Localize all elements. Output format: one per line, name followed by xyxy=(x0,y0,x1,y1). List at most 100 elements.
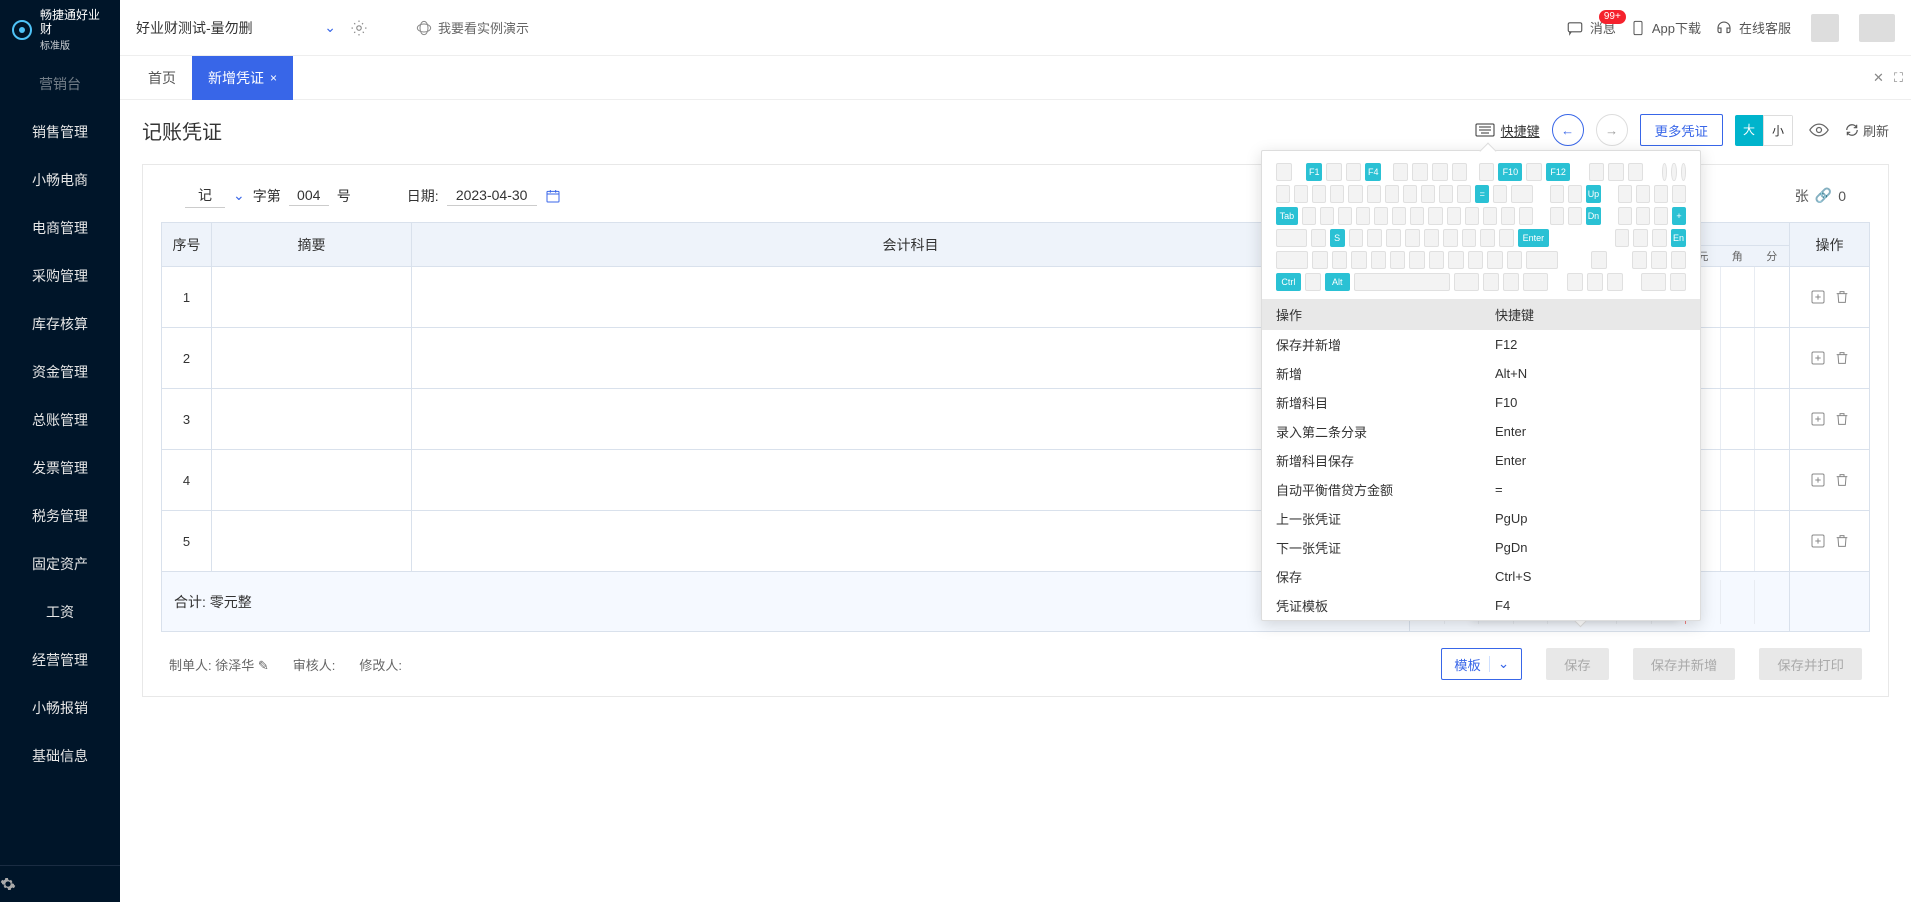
tab-active[interactable]: 新增凭证 × xyxy=(192,56,293,100)
support-button[interactable]: 在线客服 xyxy=(1715,18,1791,37)
chevron-down-icon: ⌄ xyxy=(324,19,336,36)
sidebar-settings-button[interactable] xyxy=(0,865,120,902)
summary-cell[interactable] xyxy=(212,450,412,511)
sidebar-item[interactable]: 固定资产 xyxy=(0,540,120,588)
user-extra[interactable] xyxy=(1859,14,1895,42)
add-row-icon[interactable] xyxy=(1810,411,1826,427)
delete-row-icon[interactable] xyxy=(1834,289,1850,305)
hotkey-label: 快捷键 xyxy=(1501,121,1540,140)
pop-col-key: 快捷键 xyxy=(1481,299,1700,330)
page-title: 记账凭证 xyxy=(142,116,1463,145)
sidebar-item[interactable]: 资金管理 xyxy=(0,348,120,396)
view-icon[interactable] xyxy=(1805,119,1833,141)
add-row-icon[interactable] xyxy=(1810,472,1826,488)
page-header: 记账凭证 快捷键 ← → 更多凭证 大 小 刷新 xyxy=(120,100,1911,156)
hotkey-key: = xyxy=(1481,475,1700,504)
hotkey-button[interactable]: 快捷键 xyxy=(1475,121,1540,140)
hotkey-popover: F1F4 F10F12 = Up Tab Dn + SEnt xyxy=(1261,150,1701,621)
user-avatar[interactable] xyxy=(1811,14,1839,42)
chevron-down-icon[interactable]: ⌄ xyxy=(233,187,245,204)
account-cell[interactable] xyxy=(412,267,1410,328)
tenant-select[interactable]: 好业财测试-量勿删 ⌄ xyxy=(136,18,336,38)
messages-badge: 99+ xyxy=(1599,10,1626,24)
app-download-button[interactable]: App下载 xyxy=(1630,18,1701,37)
hotkey-table: 操作 快捷键 保存并新增F12新增Alt+N新增科目F10录入第二条分录Ente… xyxy=(1262,299,1700,620)
sidebar-item-partial[interactable]: 营销台 xyxy=(0,60,120,108)
tab-home[interactable]: 首页 xyxy=(132,56,192,100)
sidebar-item[interactable]: 税务管理 xyxy=(0,492,120,540)
hotkey-key: Alt+N xyxy=(1481,359,1700,388)
refresh-button[interactable]: 刷新 xyxy=(1845,121,1889,140)
voucher-type[interactable]: 记 xyxy=(185,183,225,208)
summary-cell[interactable] xyxy=(212,511,412,572)
settings-icon[interactable] xyxy=(350,19,368,37)
hotkey-op: 凭证模板 xyxy=(1262,591,1481,620)
summary-cell[interactable] xyxy=(212,389,412,450)
summary-cell[interactable] xyxy=(212,267,412,328)
messages-button[interactable]: 消息 99+ xyxy=(1566,18,1616,37)
chevron-down-icon: ⌄ xyxy=(1489,656,1509,672)
brand-name: 畅捷通好业财 xyxy=(40,8,110,37)
more-vouchers-button[interactable]: 更多凭证 xyxy=(1640,114,1723,146)
prev-voucher-button[interactable]: ← xyxy=(1552,114,1584,146)
hotkey-key: F4 xyxy=(1481,591,1700,620)
account-cell[interactable] xyxy=(412,511,1410,572)
sidebar-item[interactable]: 小畅报销 xyxy=(0,684,120,732)
col-account: 会计科目 xyxy=(412,223,1410,267)
sidebar-item[interactable]: 发票管理 xyxy=(0,444,120,492)
hotkey-key: PgUp xyxy=(1481,504,1700,533)
sidebar: 畅捷通好业财 标准版 营销台 销售管理 小畅电商 电商管理 采购管理 库存核算 … xyxy=(0,0,120,902)
sidebar-item[interactable]: 总账管理 xyxy=(0,396,120,444)
voucher-suffix: 号 xyxy=(337,186,351,206)
sidebar-menu: 营销台 销售管理 小畅电商 电商管理 采购管理 库存核算 资金管理 总账管理 发… xyxy=(0,60,120,865)
sidebar-item[interactable]: 库存核算 xyxy=(0,300,120,348)
add-row-icon[interactable] xyxy=(1810,533,1826,549)
sheet-label: 张 xyxy=(1795,186,1809,206)
auditor-label: 审核人: xyxy=(293,655,336,674)
delete-row-icon[interactable] xyxy=(1834,533,1850,549)
account-cell[interactable] xyxy=(412,328,1410,389)
sidebar-item[interactable]: 销售管理 xyxy=(0,108,120,156)
sidebar-item[interactable]: 基础信息 xyxy=(0,732,120,780)
sidebar-item[interactable]: 采购管理 xyxy=(0,252,120,300)
sidebar-item[interactable]: 电商管理 xyxy=(0,204,120,252)
keyboard-visual: F1F4 F10F12 = Up Tab Dn + SEnt xyxy=(1262,151,1700,299)
summary-cell[interactable] xyxy=(212,328,412,389)
next-voucher-button[interactable]: → xyxy=(1596,114,1628,146)
template-button[interactable]: 模板 ⌄ xyxy=(1441,648,1522,680)
tab-close-all-icon[interactable]: ✕ xyxy=(1873,70,1884,86)
sum-cell: 合计: 零元整 xyxy=(162,572,1410,632)
delete-row-icon[interactable] xyxy=(1834,350,1850,366)
hotkey-op: 新增 xyxy=(1262,359,1481,388)
hotkey-key: Enter xyxy=(1481,417,1700,446)
tabbar: 首页 新增凭证 × ✕ ⛶ xyxy=(120,56,1911,100)
size-small[interactable]: 小 xyxy=(1763,115,1793,146)
close-icon[interactable]: × xyxy=(270,71,277,85)
size-toggle: 大 小 xyxy=(1735,115,1793,146)
demo-link[interactable]: 我要看实例演示 xyxy=(416,18,529,37)
save-new-button: 保存并新增 xyxy=(1633,648,1736,680)
delete-row-icon[interactable] xyxy=(1834,472,1850,488)
account-cell[interactable] xyxy=(412,450,1410,511)
sidebar-item[interactable]: 经营管理 xyxy=(0,636,120,684)
date-input[interactable]: 2023-04-30 xyxy=(447,185,537,206)
voucher-word: 字第 xyxy=(253,186,281,206)
sidebar-item[interactable]: 小畅电商 xyxy=(0,156,120,204)
app-download-label: App下载 xyxy=(1652,18,1701,37)
row-seq: 1 xyxy=(162,267,212,328)
attachment-icon[interactable]: 🔗 xyxy=(1815,187,1832,204)
sidebar-item[interactable]: 工资 xyxy=(0,588,120,636)
row-seq: 4 xyxy=(162,450,212,511)
save-button: 保存 xyxy=(1546,648,1609,680)
voucher-footer: 制单人: 徐泽华 ✎ 审核人: 修改人: 模板 ⌄ 保存 保存并新增 保存并打印 xyxy=(161,632,1870,680)
row-seq: 2 xyxy=(162,328,212,389)
edit-icon[interactable]: ✎ xyxy=(258,658,269,673)
fullscreen-icon[interactable]: ⛶ xyxy=(1894,70,1903,86)
voucher-number[interactable]: 004 xyxy=(289,185,329,206)
account-cell[interactable] xyxy=(412,389,1410,450)
delete-row-icon[interactable] xyxy=(1834,411,1850,427)
add-row-icon[interactable] xyxy=(1810,289,1826,305)
size-big[interactable]: 大 xyxy=(1735,115,1763,146)
calendar-icon[interactable] xyxy=(545,188,561,204)
add-row-icon[interactable] xyxy=(1810,350,1826,366)
